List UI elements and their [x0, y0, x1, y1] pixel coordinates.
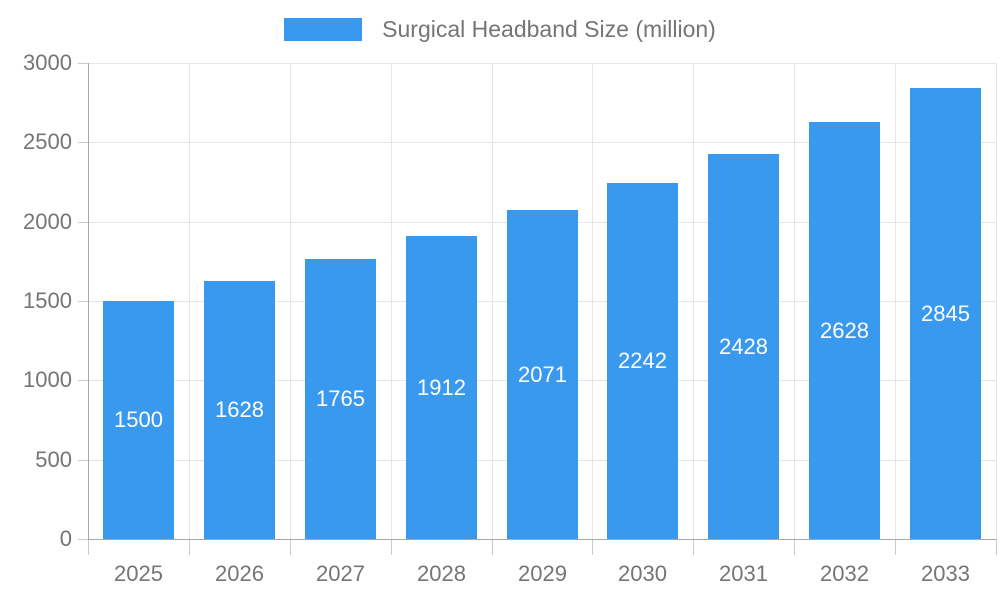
bar-value-label: 1628: [215, 397, 264, 422]
x-axis-tick: [391, 539, 392, 555]
y-axis-tick: [78, 380, 88, 381]
y-axis-label: 2000: [23, 209, 72, 234]
x-axis-label: 2025: [114, 561, 163, 586]
legend[interactable]: Surgical Headband Size (million): [0, 16, 1000, 43]
y-axis-tick: [78, 142, 88, 143]
x-axis-tick: [189, 539, 190, 555]
bar[interactable]: 2628: [809, 122, 880, 539]
x-gridline: [189, 63, 190, 539]
x-axis-label: 2026: [215, 561, 264, 586]
bar[interactable]: 1912: [406, 236, 477, 539]
bar-value-label: 2242: [618, 348, 667, 373]
y-axis-tick: [78, 222, 88, 223]
bar[interactable]: 2071: [507, 210, 578, 539]
bar[interactable]: 2845: [910, 88, 981, 539]
x-axis-label: 2030: [618, 561, 667, 586]
y-axis-label: 1500: [23, 288, 72, 313]
x-axis-tick: [794, 539, 795, 555]
y-gridline: [88, 63, 996, 64]
x-gridline: [391, 63, 392, 539]
bar-value-label: 2845: [921, 300, 970, 326]
legend-swatch: [284, 18, 363, 41]
bar-value-label: 1500: [114, 407, 163, 432]
legend-series-label: Surgical Headband Size (million): [382, 16, 716, 42]
y-axis-tick: [78, 539, 88, 540]
x-axis-label: 2032: [820, 561, 869, 586]
x-axis-tick: [592, 539, 593, 555]
y-axis-tick: [78, 460, 88, 461]
y-axis-label: 3000: [23, 50, 72, 75]
bar[interactable]: 2242: [607, 183, 678, 539]
x-gridline: [592, 63, 593, 539]
x-gridline: [996, 63, 997, 539]
y-axis-tick: [78, 301, 88, 302]
y-gridline: [88, 142, 996, 143]
bar[interactable]: 1628: [204, 281, 275, 539]
x-gridline: [492, 63, 493, 539]
bar-value-label: 2428: [719, 333, 768, 359]
bar-value-label: 1765: [316, 386, 365, 411]
y-axis-label: 500: [35, 447, 72, 472]
x-gridline: [693, 63, 694, 539]
bar-value-label: 2628: [820, 317, 869, 343]
x-axis-label: 2027: [316, 561, 365, 586]
x-gridline: [895, 63, 896, 539]
bar-value-label: 1912: [417, 374, 466, 400]
x-axis-label: 2028: [417, 561, 466, 586]
bar[interactable]: 1765: [305, 259, 376, 539]
bar-value-label: 2071: [518, 361, 567, 387]
x-axis-tick: [492, 539, 493, 555]
x-axis-label: 2033: [921, 561, 970, 586]
x-gridline: [794, 63, 795, 539]
x-axis-tick: [88, 539, 89, 555]
x-axis-tick: [290, 539, 291, 555]
x-axis-tick: [895, 539, 896, 555]
y-axis-line: [88, 63, 89, 539]
x-axis-tick: [693, 539, 694, 555]
x-gridline: [290, 63, 291, 539]
y-axis-label: 1000: [23, 367, 72, 392]
y-axis-label: 2500: [23, 129, 72, 154]
bar[interactable]: 1500: [103, 301, 174, 539]
y-axis-tick: [78, 63, 88, 64]
x-axis-line: [88, 539, 997, 540]
bar[interactable]: 2428: [708, 154, 779, 539]
y-axis-label: 0: [59, 526, 72, 551]
x-axis-label: 2029: [518, 561, 567, 586]
x-axis-tick: [996, 539, 997, 555]
x-axis-label: 2031: [719, 561, 768, 586]
